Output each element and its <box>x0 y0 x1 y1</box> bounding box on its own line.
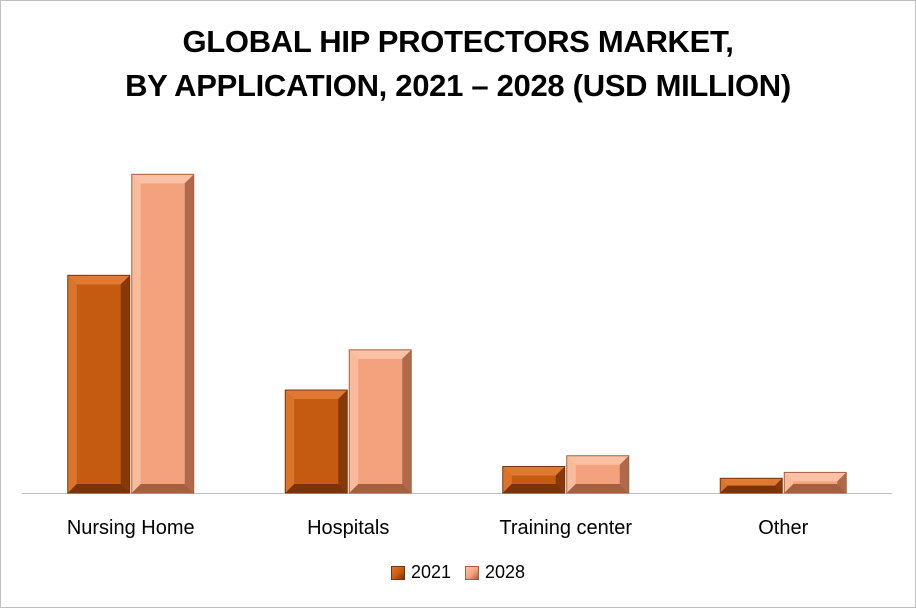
bar-2028-hospitals <box>348 349 412 494</box>
bar-2021-hospitals <box>284 389 348 494</box>
category-label-training-center: Training center <box>499 517 632 539</box>
legend-swatch-2021 <box>390 565 405 580</box>
bar-2028-other <box>783 471 847 494</box>
chart-title: GLOBAL HIP PROTECTORS MARKET, BY APPLICA… <box>0 20 916 108</box>
legend-swatch-2028 <box>465 565 479 580</box>
category-label-other: Other <box>758 517 808 539</box>
bar-2028-nursing-home <box>131 173 195 494</box>
chart-title-line-2: BY APPLICATION, 2021 – 2028 (USD MILLION… <box>125 68 791 103</box>
category-label-nursing-home: Nursing Home <box>67 517 195 539</box>
legend: 2021 2028 <box>0 562 916 583</box>
chart-title-line-1: GLOBAL HIP PROTECTORS MARKET, <box>182 24 734 59</box>
legend-label-2028: 2028 <box>485 562 526 582</box>
legend-item-2028: 2028 <box>465 562 525 583</box>
legend-label-2021: 2021 <box>410 562 451 582</box>
category-label-hospitals: Hospitals <box>307 517 389 539</box>
bar-2028-training-center <box>566 455 630 494</box>
bar-2021-training-center <box>502 466 566 494</box>
legend-item-2021: 2021 <box>390 562 451 583</box>
bar-2021-other <box>719 477 783 494</box>
bar-2021-nursing-home <box>67 274 131 494</box>
